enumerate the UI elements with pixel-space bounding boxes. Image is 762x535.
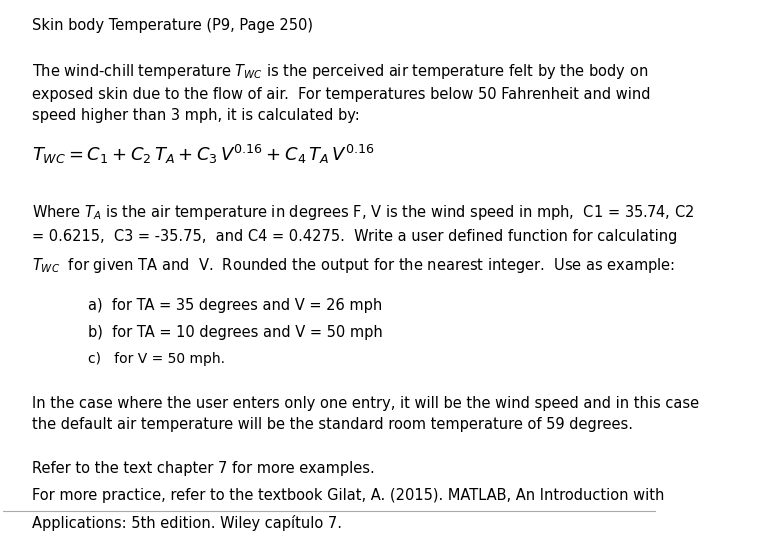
- Text: Where $T_A$ is the air temperature in degrees F, V is the wind speed in mph,  C1: Where $T_A$ is the air temperature in de…: [32, 203, 694, 221]
- Text: = 0.6215,  C3 = -35.75,  and C4 = 0.4275.  Write a user defined function for cal: = 0.6215, C3 = -35.75, and C4 = 0.4275. …: [32, 230, 677, 244]
- Text: The wind-chill temperature $T_{WC}$ is the perceived air temperature felt by the: The wind-chill temperature $T_{WC}$ is t…: [32, 63, 651, 124]
- Text: c)   for V = 50 mph.: c) for V = 50 mph.: [88, 352, 225, 366]
- Text: $T_{WC} = C_1 + C_2\, T_A + C_3\, V^{0.16} + C_4\, T_A\, V^{0.16}$: $T_{WC} = C_1 + C_2\, T_A + C_3\, V^{0.1…: [32, 143, 374, 166]
- Text: $T_{WC}$  for given TA and  V.  Rounded the output for the nearest integer.  Use: $T_{WC}$ for given TA and V. Rounded the…: [32, 256, 675, 276]
- Text: a)  for TA = 35 degrees and V = 26 mph: a) for TA = 35 degrees and V = 26 mph: [88, 298, 382, 313]
- Text: Skin body Temperature (P9, Page 250): Skin body Temperature (P9, Page 250): [32, 18, 313, 33]
- Text: Applications: 5th edition. Wiley capítulo 7.: Applications: 5th edition. Wiley capítul…: [32, 515, 342, 531]
- Text: Refer to the text chapter 7 for more examples.: Refer to the text chapter 7 for more exa…: [32, 461, 375, 476]
- Text: b)  for TA = 10 degrees and V = 50 mph: b) for TA = 10 degrees and V = 50 mph: [88, 325, 383, 340]
- Text: For more practice, refer to the textbook Gilat, A. (2015). MATLAB, An Introducti: For more practice, refer to the textbook…: [32, 488, 664, 503]
- Text: In the case where the user enters only one entry, it will be the wind speed and : In the case where the user enters only o…: [32, 396, 700, 432]
